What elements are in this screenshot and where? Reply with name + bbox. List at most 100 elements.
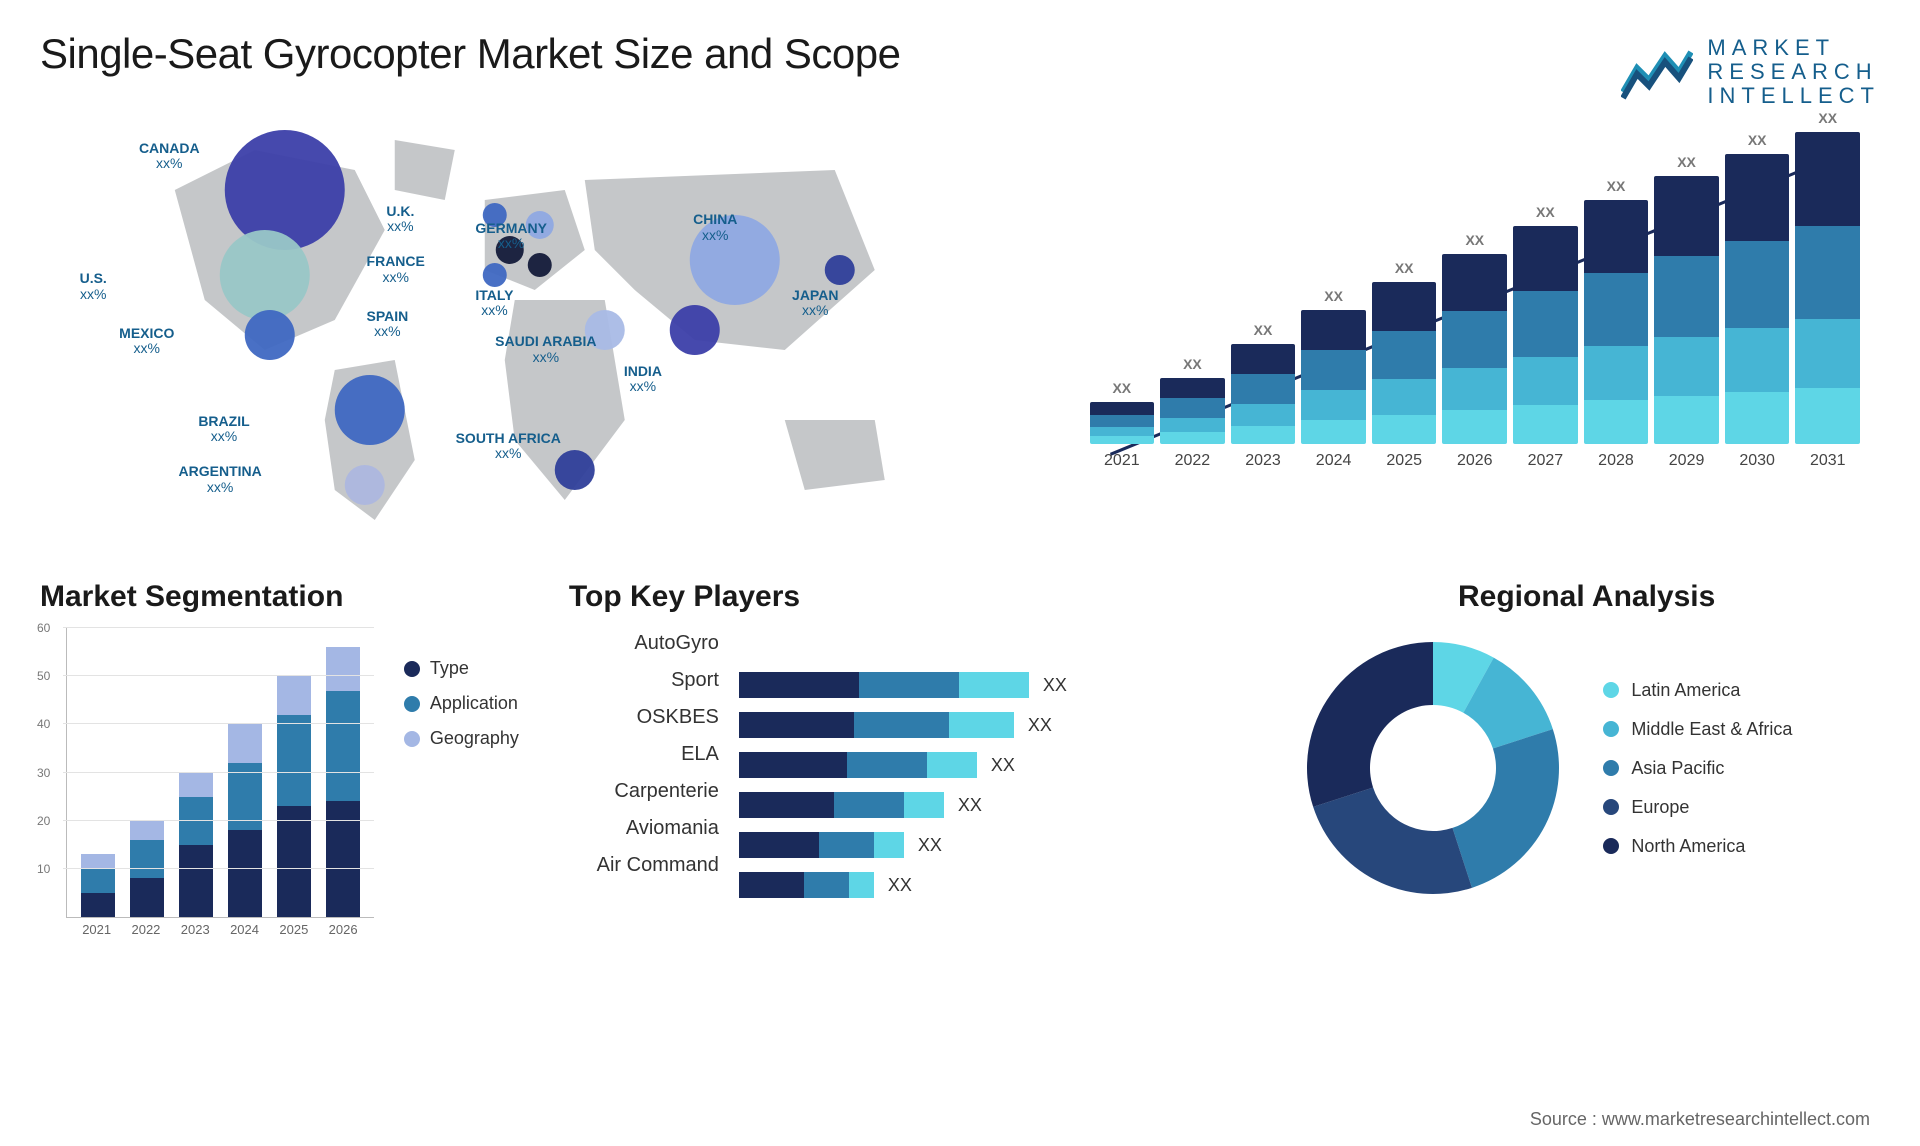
main-bar-year: 2029 — [1669, 452, 1705, 470]
kp-bar-row-2: XX — [739, 752, 1253, 778]
kp-bar-row-1: XX — [739, 712, 1253, 738]
regional-legend: Latin America Middle East & Africa Asia Pa… — [1603, 680, 1792, 857]
main-bar-year: 2021 — [1104, 452, 1140, 470]
main-bar-value: XX — [1465, 232, 1484, 248]
donut-slice-north-america — [1307, 642, 1433, 807]
map-label-germany: GERMANYxx% — [475, 221, 547, 252]
seg-bar-2021 — [81, 854, 115, 917]
source-footer: Source : www.marketresearchintellect.com — [1530, 1109, 1870, 1130]
kp-bar-row-3: XX — [739, 792, 1253, 818]
kp-bar-row-4: XX — [739, 832, 1253, 858]
seg-bar-2025 — [277, 676, 311, 917]
regional-title: Regional Analysis — [1293, 580, 1880, 614]
map-label-u-k-: U.K.xx% — [386, 204, 414, 235]
header: Single-Seat Gyrocopter Market Size and S… — [40, 30, 1880, 110]
map-label-italy: ITALYxx% — [475, 288, 513, 319]
brand-logo: MARKET RESEARCH INTELLECT — [1621, 30, 1880, 109]
kp-bar-row-5: XX — [739, 872, 1253, 898]
main-bar-year: 2024 — [1316, 452, 1352, 470]
main-bar-value: XX — [1536, 204, 1555, 220]
main-bar-2031: XX2031 — [1795, 134, 1860, 470]
kp-value: XX — [918, 835, 942, 856]
seg-bar-2023 — [179, 773, 213, 918]
main-bar-year: 2030 — [1739, 452, 1775, 470]
segmentation-panel: Market Segmentation 102030405060 2021202… — [40, 580, 529, 940]
swatch-icon — [404, 731, 420, 747]
map-label-india: INDIAxx% — [624, 364, 662, 395]
main-bar-value: XX — [1677, 154, 1696, 170]
seg-legend-geography: Geography — [404, 728, 519, 749]
main-bar-value: XX — [1183, 356, 1202, 372]
key-players-panel: Top Key Players AutoGyro Sport OSKBES ELA Ca… — [569, 580, 1253, 940]
main-bar-value: XX — [1607, 178, 1626, 194]
key-players-bars: XX XX XX XX XX XX — [739, 628, 1253, 898]
reg-legend-middle-east-africa: Middle East & Africa — [1603, 719, 1792, 740]
segmentation-years: 202120222023202420252026 — [66, 918, 374, 937]
kp-value: XX — [958, 795, 982, 816]
seg-bar-2024 — [228, 724, 262, 917]
reg-legend-north-america: North America — [1603, 836, 1792, 857]
main-bar-value: XX — [1254, 322, 1273, 338]
page-title: Single-Seat Gyrocopter Market Size and S… — [40, 30, 900, 78]
regional-panel: Regional Analysis Latin America Middle Ea… — [1293, 580, 1880, 940]
brand-logo-icon — [1621, 44, 1693, 100]
kp-label-ela: ELA — [569, 743, 719, 766]
segmentation-title: Market Segmentation — [40, 580, 529, 614]
swatch-icon — [1603, 838, 1619, 854]
main-bar-year: 2027 — [1528, 452, 1564, 470]
map-label-spain: SPAINxx% — [367, 309, 409, 340]
regional-donut — [1293, 628, 1573, 908]
donut-slice-europe — [1313, 787, 1472, 894]
kp-label-aviomania: Aviomania — [569, 817, 719, 840]
swatch-icon — [1603, 760, 1619, 776]
world-map: CANADAxx%U.S.xx%MEXICOxx%BRAZILxx%ARGENT… — [40, 120, 1030, 540]
seg-legend-type: Type — [404, 658, 519, 679]
kp-label-carpenterie: Carpenterie — [569, 780, 719, 803]
map-label-brazil: BRAZILxx% — [198, 414, 249, 445]
kp-bar-row-0: XX — [739, 672, 1253, 698]
map-label-france: FRANCExx% — [367, 254, 425, 285]
swatch-icon — [404, 661, 420, 677]
swatch-icon — [1603, 721, 1619, 737]
main-bar-2025: XX2025 — [1372, 284, 1437, 470]
reg-legend-asia-pacific: Asia Pacific — [1603, 758, 1792, 779]
kp-label-autogyro: AutoGyro — [569, 632, 719, 655]
map-label-mexico: MEXICOxx% — [119, 326, 174, 357]
main-bar-year: 2023 — [1245, 452, 1281, 470]
main-bar-year: 2022 — [1175, 452, 1211, 470]
top-row: CANADAxx%U.S.xx%MEXICOxx%BRAZILxx%ARGENT… — [40, 120, 1880, 540]
main-bar-2022: XX2022 — [1160, 380, 1225, 470]
logo-line2: RESEARCH — [1707, 60, 1880, 84]
main-bar-value: XX — [1324, 288, 1343, 304]
swatch-icon — [1603, 682, 1619, 698]
kp-value: XX — [991, 755, 1015, 776]
kp-label-sport: Sport — [569, 669, 719, 692]
main-bar-2029: XX2029 — [1654, 178, 1719, 470]
map-label-u-s-: U.S.xx% — [80, 271, 107, 302]
segmentation-legend: TypeApplicationGeography — [404, 628, 529, 937]
segmentation-chart: 102030405060 — [66, 628, 374, 918]
main-bar-2026: XX2026 — [1442, 256, 1507, 470]
main-bar-chart: XX2021XX2022XX2023XX2024XX2025XX2026XX20… — [1070, 120, 1880, 540]
main-bar-2030: XX2030 — [1725, 156, 1790, 470]
reg-legend-europe: Europe — [1603, 797, 1792, 818]
main-bar-year: 2025 — [1386, 452, 1422, 470]
reg-legend-latin-america: Latin America — [1603, 680, 1792, 701]
logo-line3: INTELLECT — [1707, 84, 1880, 108]
key-players-title: Top Key Players — [569, 580, 1253, 614]
kp-label-oskbes: OSKBES — [569, 706, 719, 729]
main-bar-2027: XX2027 — [1513, 228, 1578, 470]
main-bar-year: 2026 — [1457, 452, 1493, 470]
main-bar-2024: XX2024 — [1301, 312, 1366, 470]
swatch-icon — [1603, 799, 1619, 815]
main-bar-value: XX — [1818, 110, 1837, 126]
main-bar-2023: XX2023 — [1231, 346, 1296, 470]
main-bar-value: XX — [1395, 260, 1414, 276]
main-bar-value: XX — [1748, 132, 1767, 148]
logo-line1: MARKET — [1707, 36, 1880, 60]
map-label-south-africa: SOUTH AFRICAxx% — [456, 431, 561, 462]
main-bar-value: XX — [1112, 380, 1131, 396]
map-label-china: CHINAxx% — [693, 212, 737, 243]
swatch-icon — [404, 696, 420, 712]
brand-logo-text: MARKET RESEARCH INTELLECT — [1707, 36, 1880, 109]
